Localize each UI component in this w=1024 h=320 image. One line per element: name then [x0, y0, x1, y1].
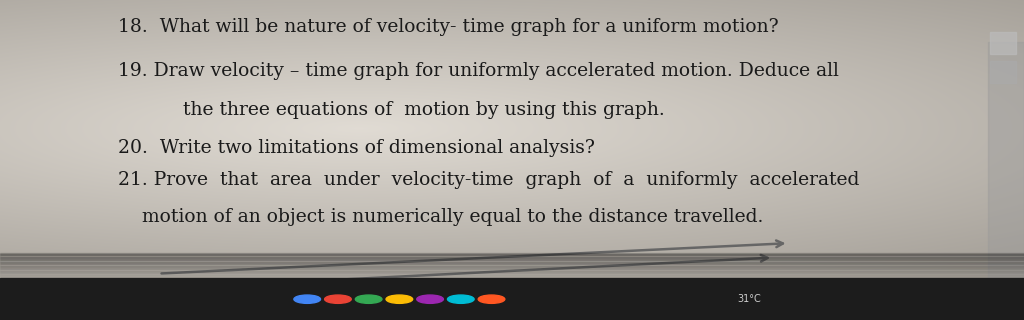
Bar — [0, 269, 1024, 271]
Circle shape — [294, 295, 321, 303]
Bar — [0, 267, 1024, 268]
Bar — [0, 271, 1024, 272]
Bar — [0, 276, 1024, 277]
Bar — [0, 278, 1024, 320]
Bar — [990, 61, 1016, 83]
Bar — [0, 275, 1024, 276]
Circle shape — [325, 295, 351, 303]
Bar — [0, 272, 1024, 273]
Text: 20.  Write two limitations of dimensional analysis?: 20. Write two limitations of dimensional… — [118, 139, 595, 157]
Circle shape — [386, 295, 413, 303]
Text: 31°C: 31°C — [737, 294, 761, 304]
Bar — [0, 262, 1024, 263]
Circle shape — [355, 295, 382, 303]
Circle shape — [478, 295, 505, 303]
Bar — [0, 266, 1024, 267]
Bar — [0, 260, 1024, 262]
Bar — [0, 258, 1024, 259]
Circle shape — [417, 295, 443, 303]
Text: 18.  What will be nature of velocity- time graph for a uniform motion?: 18. What will be nature of velocity- tim… — [118, 18, 778, 36]
Text: the three equations of  motion by using this graph.: the three equations of motion by using t… — [159, 101, 665, 119]
Text: 19. Draw velocity – time graph for uniformly accelerated motion. Deduce all: 19. Draw velocity – time graph for unifo… — [118, 62, 839, 80]
Bar — [0, 253, 1024, 254]
Bar — [0, 259, 1024, 260]
Bar — [0, 254, 1024, 255]
Bar — [0, 257, 1024, 258]
Circle shape — [447, 295, 474, 303]
Bar — [988, 42, 1024, 282]
Text: 21. Prove  that  area  under  velocity-time  graph  of  a  uniformly  accelerate: 21. Prove that area under velocity-time … — [118, 171, 859, 189]
Bar — [0, 268, 1024, 269]
Text: motion of an object is numerically equal to the distance travelled.: motion of an object is numerically equal… — [118, 208, 763, 226]
Bar — [0, 273, 1024, 275]
Bar — [0, 263, 1024, 264]
Bar — [0, 277, 1024, 278]
Bar — [0, 264, 1024, 266]
Bar — [990, 32, 1016, 54]
Bar — [0, 255, 1024, 257]
